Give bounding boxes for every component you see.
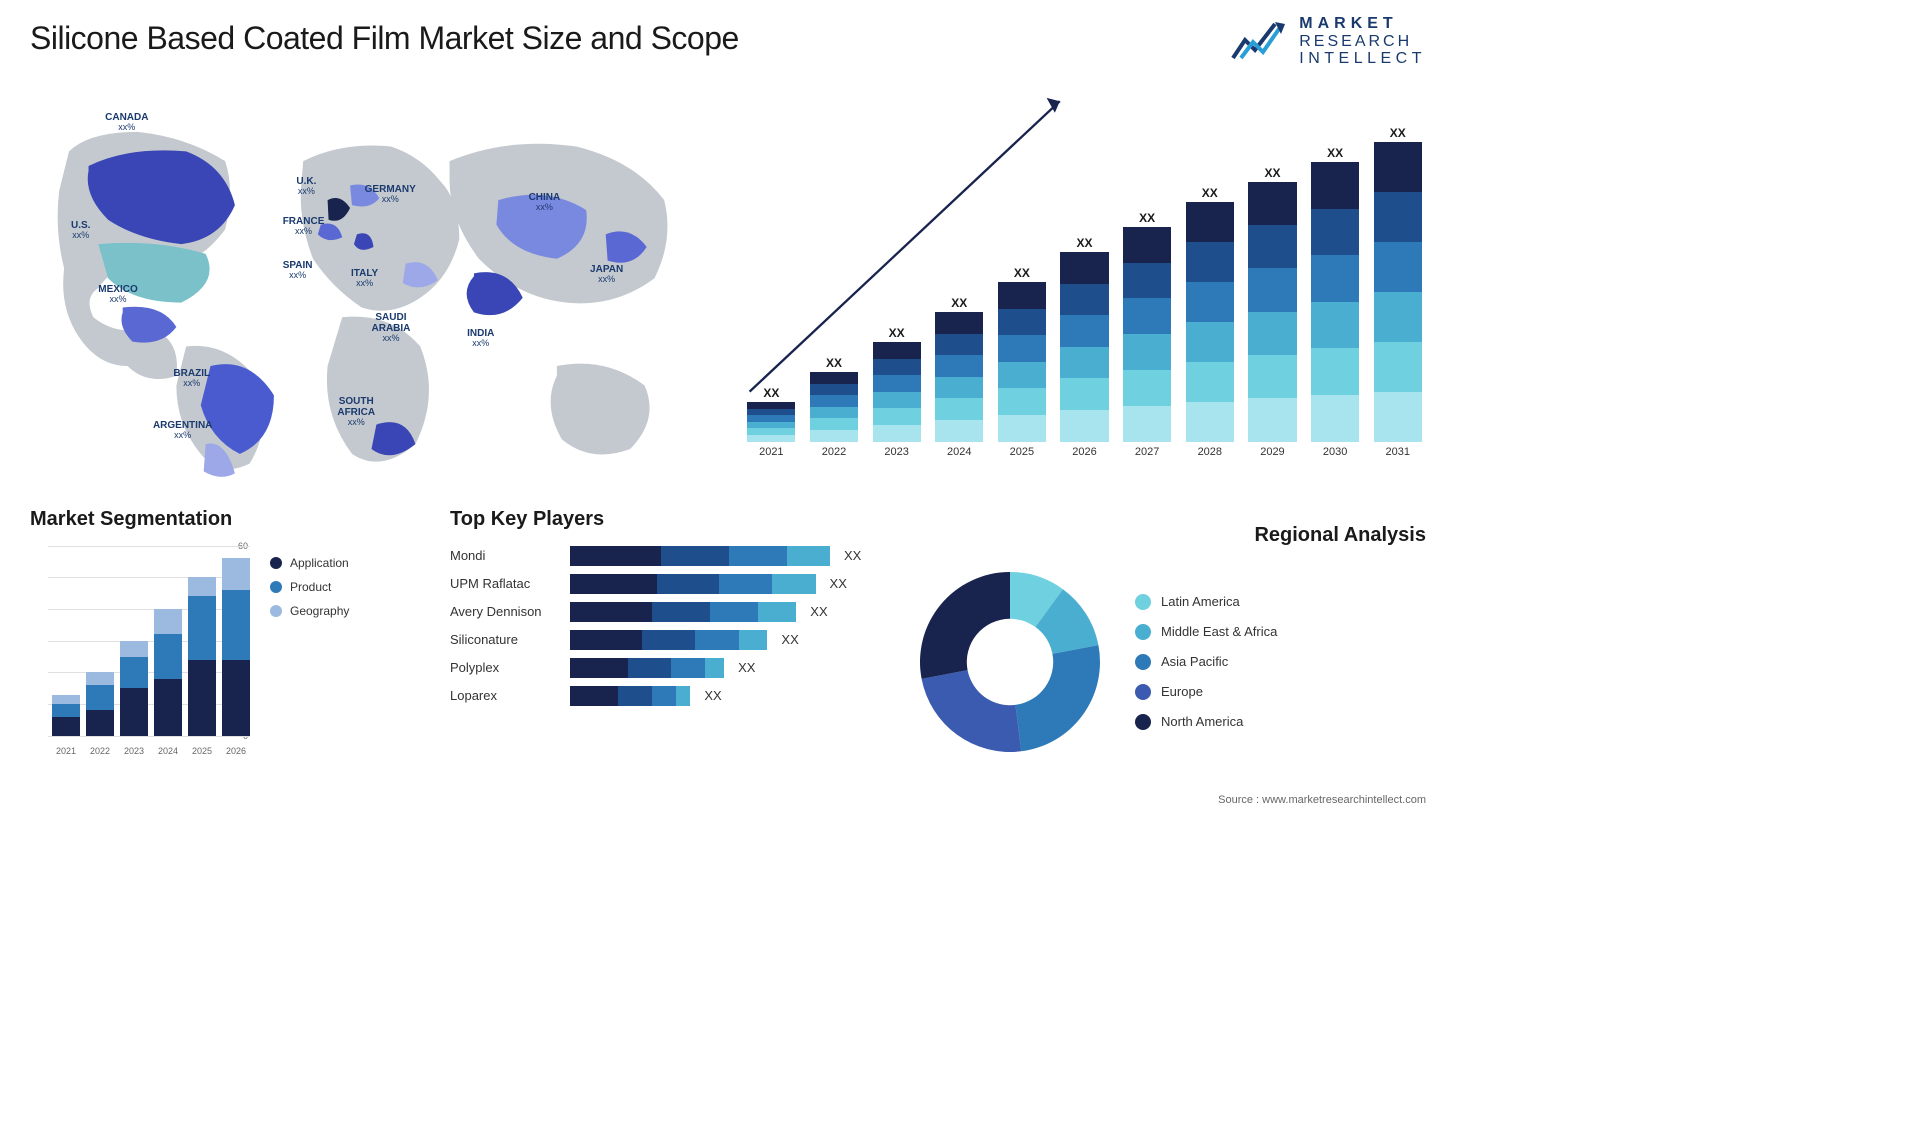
segmentation-bar <box>222 558 250 735</box>
player-row: LoparexXX <box>450 686 870 706</box>
key-players-title: Top Key Players <box>450 508 870 531</box>
growth-chart-panel: XX2021XX2022XX2023XX2024XX2025XX2026XX20… <box>743 88 1426 488</box>
segmentation-bar <box>120 641 148 736</box>
legend-item: Europe <box>1135 684 1277 700</box>
segmentation-chart: 0102030405060 202120222023202420252026 <box>30 546 250 756</box>
growth-bar: XX2025 <box>994 266 1051 458</box>
player-row: SiliconatureXX <box>450 630 870 650</box>
regional-panel: Regional Analysis Latin America Middle Ea… <box>910 508 1426 778</box>
map-label: CHINAxx% <box>529 192 561 213</box>
source-attribution: Source : www.marketresearchintellect.com <box>1218 794 1426 806</box>
logo-text-1: MARKET <box>1299 15 1426 33</box>
map-label: GERMANYxx% <box>365 184 416 205</box>
growth-bar: XX2024 <box>931 296 988 458</box>
legend-item: Application <box>270 556 349 570</box>
page-title: Silicone Based Coated Film Market Size a… <box>30 20 739 57</box>
player-row: MondiXX <box>450 546 870 566</box>
logo-icon <box>1231 18 1291 64</box>
segmentation-bar <box>52 695 80 736</box>
legend-item: North America <box>1135 714 1277 730</box>
segmentation-panel: Market Segmentation 0102030405060 202120… <box>30 508 410 778</box>
donut-slice <box>1015 645 1100 751</box>
growth-bar: XX2031 <box>1369 126 1426 458</box>
segmentation-bar <box>188 577 216 735</box>
map-label: U.K.xx% <box>296 176 316 197</box>
legend-item: Middle East & Africa <box>1135 624 1277 640</box>
legend-item: Geography <box>270 604 349 618</box>
legend-item: Product <box>270 580 349 594</box>
key-players-panel: Top Key Players MondiXX UPM RaflatacXX Ave… <box>450 508 870 778</box>
regional-title: Regional Analysis <box>910 524 1426 547</box>
segmentation-legend: Application Product Geography <box>270 556 349 756</box>
map-label: SOUTHAFRICAxx% <box>337 396 375 428</box>
map-label: ARGENTINAxx% <box>153 420 212 441</box>
growth-bar: XX2029 <box>1244 166 1301 458</box>
regional-donut <box>910 562 1110 762</box>
map-label: CANADAxx% <box>105 112 148 133</box>
segmentation-bar <box>154 609 182 736</box>
donut-slice <box>920 572 1010 679</box>
segmentation-title: Market Segmentation <box>30 508 410 531</box>
brand-logo: MARKET RESEARCH INTELLECT <box>1231 15 1426 68</box>
growth-bar: XX2027 <box>1119 211 1176 458</box>
growth-bar: XX2021 <box>743 386 800 458</box>
growth-bar: XX2028 <box>1181 186 1238 458</box>
legend-item: Latin America <box>1135 594 1277 610</box>
donut-slice <box>922 670 1022 752</box>
map-label: ITALYxx% <box>351 268 378 289</box>
legend-item: Asia Pacific <box>1135 654 1277 670</box>
player-row: Avery DennisonXX <box>450 602 870 622</box>
map-label: MEXICOxx% <box>98 284 137 305</box>
world-map-panel: CANADAxx% U.S.xx% MEXICOxx% BRAZILxx% ARGENT… <box>30 88 713 488</box>
player-row: PolyplexXX <box>450 658 870 678</box>
growth-bar: XX2030 <box>1307 146 1364 458</box>
growth-bar: XX2022 <box>806 356 863 458</box>
growth-bar: XX2026 <box>1056 236 1113 458</box>
map-label: SAUDIARABIAxx% <box>372 312 411 344</box>
map-label: U.S.xx% <box>71 220 90 241</box>
player-row: UPM RaflatacXX <box>450 574 870 594</box>
segmentation-bar <box>86 672 114 735</box>
map-label: SPAINxx% <box>283 260 313 281</box>
regional-legend: Latin America Middle East & Africa Asia Pa… <box>1135 594 1277 730</box>
growth-bar: XX2023 <box>868 326 925 458</box>
logo-text-2: RESEARCH <box>1299 33 1426 51</box>
map-label: FRANCExx% <box>283 216 325 237</box>
logo-text-3: INTELLECT <box>1299 50 1426 68</box>
map-label: BRAZILxx% <box>173 368 210 389</box>
map-label: JAPANxx% <box>590 264 623 285</box>
map-label: INDIAxx% <box>467 328 494 349</box>
